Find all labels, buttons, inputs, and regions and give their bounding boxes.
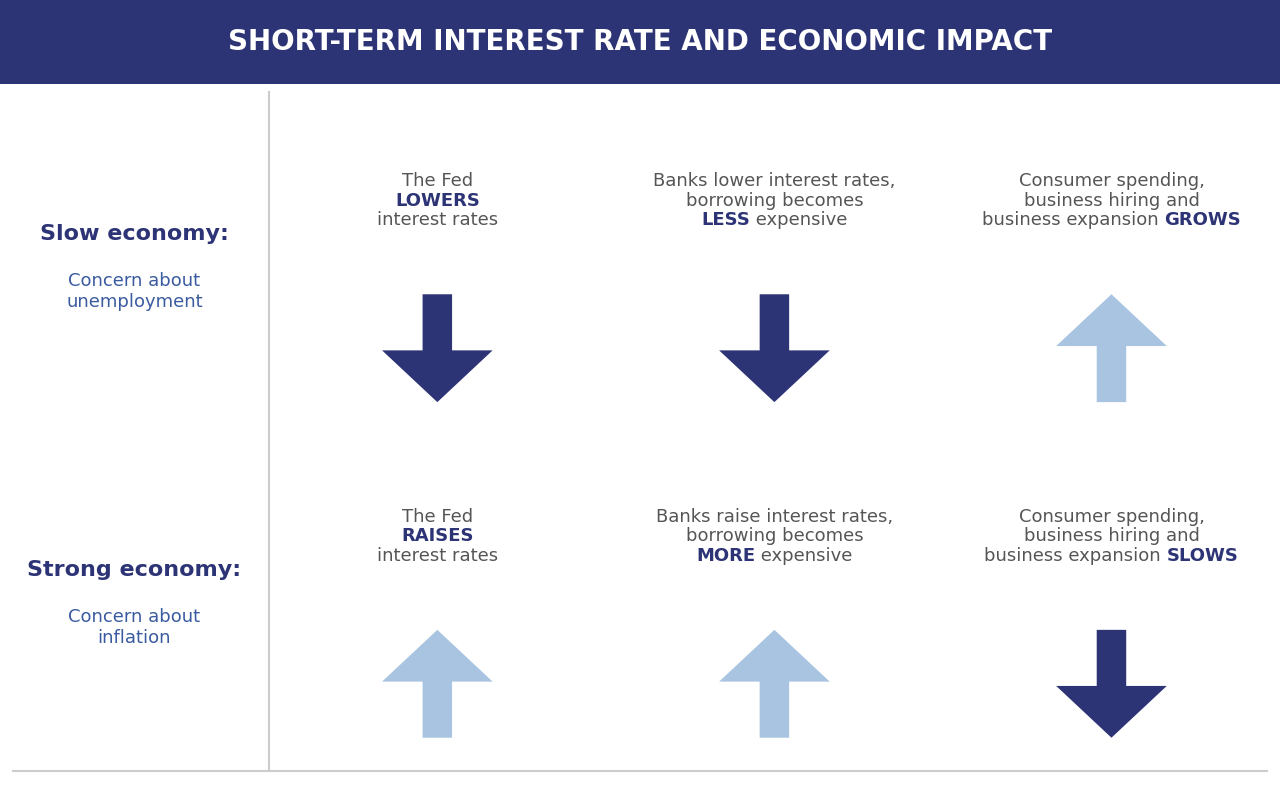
Bar — [0, 0, 1280, 84]
Text: business hiring and: business hiring and — [1024, 192, 1199, 209]
Text: GROWS: GROWS — [1165, 211, 1242, 229]
Text: interest rates: interest rates — [376, 547, 498, 565]
Text: business expansion: business expansion — [982, 211, 1165, 229]
Polygon shape — [381, 630, 493, 737]
Text: SLOWS: SLOWS — [1166, 547, 1239, 565]
Text: expensive: expensive — [750, 211, 847, 229]
Text: business hiring and: business hiring and — [1024, 527, 1199, 545]
Text: expensive: expensive — [755, 547, 852, 565]
Polygon shape — [1056, 630, 1167, 737]
Text: Consumer spending,: Consumer spending, — [1019, 507, 1204, 526]
Text: Strong economy:: Strong economy: — [27, 559, 242, 580]
Text: The Fed: The Fed — [402, 507, 472, 526]
Text: The Fed: The Fed — [402, 172, 472, 190]
Polygon shape — [381, 294, 493, 402]
Text: business expansion: business expansion — [984, 547, 1166, 565]
Text: Slow economy:: Slow economy: — [40, 224, 229, 244]
Text: Banks lower interest rates,: Banks lower interest rates, — [653, 172, 896, 190]
Text: borrowing becomes: borrowing becomes — [686, 527, 863, 545]
Polygon shape — [1056, 294, 1167, 402]
Text: Concern about
unemployment: Concern about unemployment — [67, 272, 202, 311]
Text: Banks raise interest rates,: Banks raise interest rates, — [655, 507, 893, 526]
Polygon shape — [719, 630, 829, 737]
Text: LOWERS: LOWERS — [396, 192, 480, 209]
Polygon shape — [719, 294, 829, 402]
Text: Concern about
inflation: Concern about inflation — [68, 608, 201, 646]
Text: Consumer spending,: Consumer spending, — [1019, 172, 1204, 190]
Text: MORE: MORE — [696, 547, 755, 565]
Text: RAISES: RAISES — [401, 527, 474, 545]
Text: LESS: LESS — [701, 211, 750, 229]
Text: interest rates: interest rates — [376, 211, 498, 229]
Text: borrowing becomes: borrowing becomes — [686, 192, 863, 209]
Text: SHORT-TERM INTEREST RATE AND ECONOMIC IMPACT: SHORT-TERM INTEREST RATE AND ECONOMIC IM… — [228, 28, 1052, 56]
